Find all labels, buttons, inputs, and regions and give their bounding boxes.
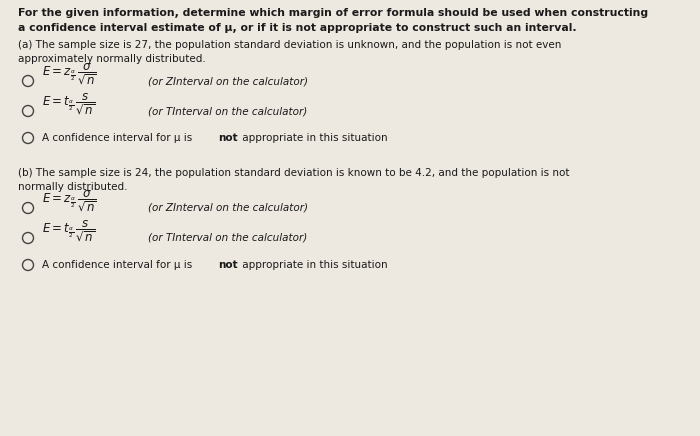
Text: a confidence interval estimate of μ, or if it is not appropriate to construct su: a confidence interval estimate of μ, or … bbox=[18, 23, 577, 33]
Text: approximately normally distributed.: approximately normally distributed. bbox=[18, 54, 206, 64]
Text: $E = t_{\frac{\alpha}{2}}\,\dfrac{s}{\sqrt{n}}$: $E = t_{\frac{\alpha}{2}}\,\dfrac{s}{\sq… bbox=[42, 218, 95, 243]
Text: (a) The sample size is 27, the population standard deviation is unknown, and the: (a) The sample size is 27, the populatio… bbox=[18, 40, 561, 50]
Text: For the given information, determine which margin of error formula should be use: For the given information, determine whi… bbox=[18, 8, 648, 18]
Text: (or TInterval on the calculator): (or TInterval on the calculator) bbox=[148, 106, 307, 116]
Text: (or ZInterval on the calculator): (or ZInterval on the calculator) bbox=[148, 76, 308, 86]
Text: appropriate in this situation: appropriate in this situation bbox=[239, 260, 388, 270]
Text: appropriate in this situation: appropriate in this situation bbox=[239, 133, 388, 143]
Text: $E = z_{\frac{\alpha}{2}}\,\dfrac{\sigma}{\sqrt{n}}$: $E = z_{\frac{\alpha}{2}}\,\dfrac{\sigma… bbox=[42, 61, 97, 86]
Text: not: not bbox=[218, 260, 237, 270]
Text: $E = t_{\frac{\alpha}{2}}\,\dfrac{s}{\sqrt{n}}$: $E = t_{\frac{\alpha}{2}}\,\dfrac{s}{\sq… bbox=[42, 92, 95, 116]
Text: (or ZInterval on the calculator): (or ZInterval on the calculator) bbox=[148, 203, 308, 213]
Text: (or TInterval on the calculator): (or TInterval on the calculator) bbox=[148, 233, 307, 243]
Text: not: not bbox=[218, 133, 237, 143]
Text: (b) The sample size is 24, the population standard deviation is known to be 4.2,: (b) The sample size is 24, the populatio… bbox=[18, 168, 570, 178]
Text: normally distributed.: normally distributed. bbox=[18, 182, 127, 192]
Text: A confidence interval for μ is: A confidence interval for μ is bbox=[42, 260, 195, 270]
Text: $E = z_{\frac{\alpha}{2}}\,\dfrac{\sigma}{\sqrt{n}}$: $E = z_{\frac{\alpha}{2}}\,\dfrac{\sigma… bbox=[42, 188, 97, 214]
Text: A confidence interval for μ is: A confidence interval for μ is bbox=[42, 133, 195, 143]
